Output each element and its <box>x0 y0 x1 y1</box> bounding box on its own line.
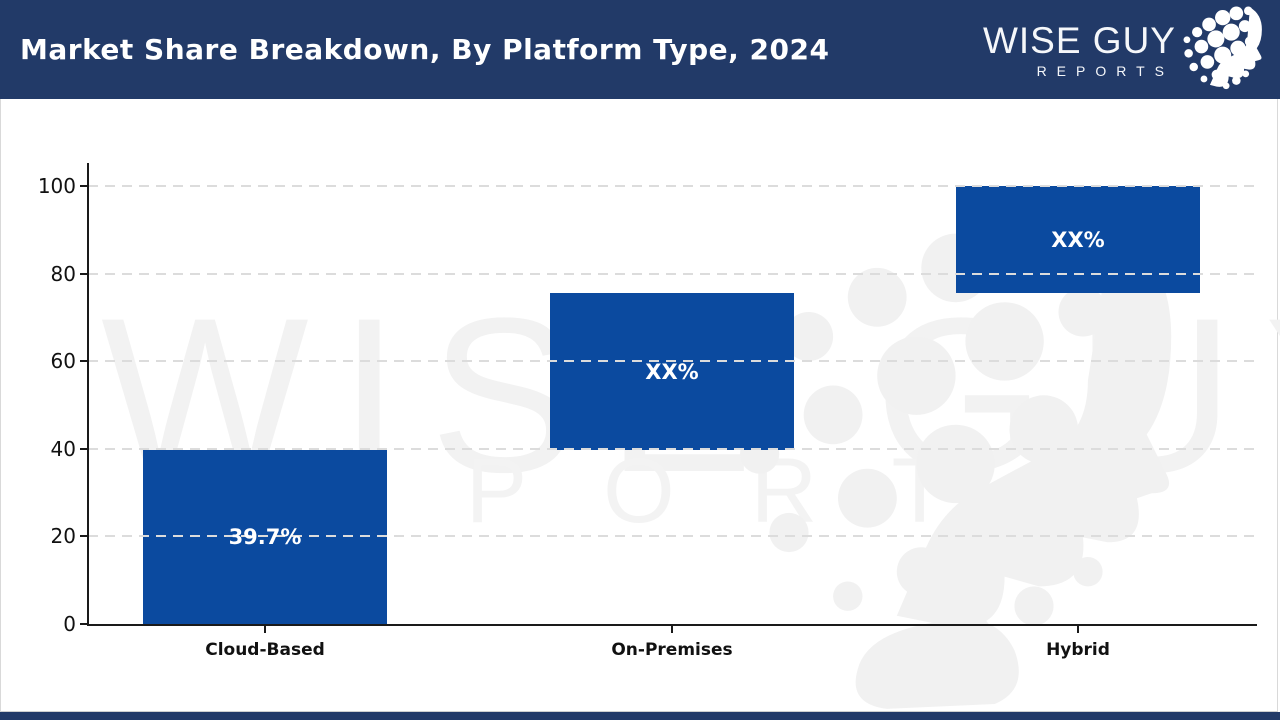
y-axis-line <box>87 163 89 626</box>
y-axis-tick <box>80 535 87 538</box>
y-axis-tick <box>80 272 87 275</box>
chart-area: WISE GUY REPORTS 02040608010039.7%Cloud-… <box>0 99 1280 712</box>
y-axis-tick-label: 80 <box>50 261 76 286</box>
gridline <box>88 447 1254 450</box>
page-title: Market Share Breakdown, By Platform Type… <box>20 33 830 66</box>
x-axis-tick <box>1077 626 1079 633</box>
logo-subtitle: REPORTS <box>1036 62 1174 79</box>
y-axis-tick <box>80 360 87 363</box>
gridline <box>88 272 1254 275</box>
watermark-head-icon <box>735 218 1172 709</box>
logo-wordmark: WISE GUY <box>982 19 1176 61</box>
gridline <box>88 535 1254 538</box>
wiseguy-logo: WISE GUY REPORTS <box>983 4 1264 96</box>
bar-segment-hybrid <box>956 186 1200 294</box>
x-axis-tick <box>671 626 673 633</box>
x-axis-category-label: Cloud-Based <box>205 640 325 660</box>
x-axis-tick <box>264 626 266 633</box>
y-axis-tick-label: 100 <box>37 174 76 198</box>
gridline <box>88 360 1254 363</box>
y-axis-tick-label: 40 <box>50 436 76 461</box>
gridline <box>88 185 1254 187</box>
x-axis-category-label: Hybrid <box>1046 640 1110 660</box>
bar-value-label: XX% <box>645 359 699 384</box>
y-axis-tick-label: 20 <box>50 524 76 549</box>
logo-text: WISE GUY REPORTS <box>983 22 1176 78</box>
y-axis-tick-label: 60 <box>50 349 76 374</box>
y-axis-tick <box>80 185 87 187</box>
y-axis-tick <box>80 447 87 450</box>
y-axis-tick-label: 0 <box>63 612 76 636</box>
dotted-head-icon <box>1183 6 1262 89</box>
bar-value-label: XX% <box>1051 227 1105 252</box>
footer-bar <box>0 712 1280 720</box>
x-axis-line <box>87 624 1257 626</box>
bar-value-label: 39.7% <box>228 525 302 550</box>
bar-segment-on-premises <box>550 293 794 451</box>
x-axis-category-label: On-Premises <box>611 640 733 660</box>
y-axis-tick <box>80 623 87 625</box>
header: Market Share Breakdown, By Platform Type… <box>0 0 1280 99</box>
